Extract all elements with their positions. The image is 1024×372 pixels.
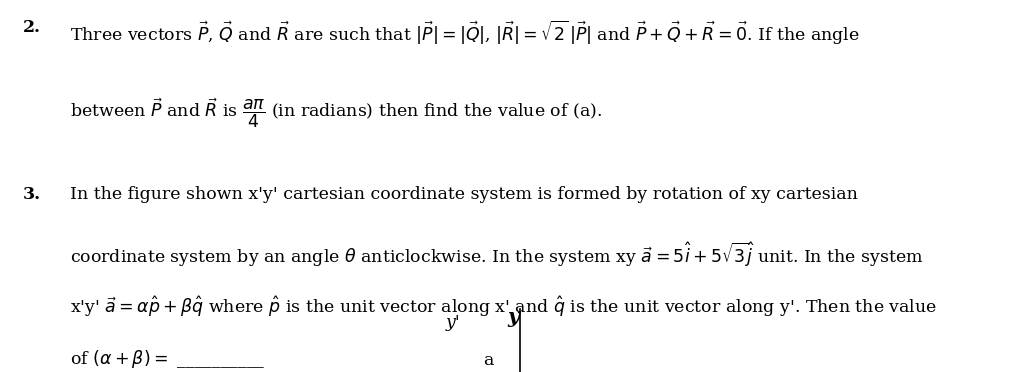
Text: y': y' [445, 314, 460, 331]
Text: 3.: 3. [23, 186, 41, 203]
Text: x'y' $\vec{a} = \alpha\hat{p} + \beta\hat{q}$ where $\hat{p}$ is the unit vector: x'y' $\vec{a} = \alpha\hat{p} + \beta\ha… [70, 294, 937, 318]
Text: Three vectors $\vec{P}$, $\vec{Q}$ and $\vec{R}$ are such that $|\vec{P}| = |\ve: Three vectors $\vec{P}$, $\vec{Q}$ and $… [70, 19, 859, 46]
Text: a: a [483, 352, 494, 369]
Text: 2.: 2. [23, 19, 41, 36]
Text: y: y [507, 307, 518, 327]
Text: between $\vec{P}$ and $\vec{R}$ is $\dfrac{a\pi}{4}$ (in radians) then find the : between $\vec{P}$ and $\vec{R}$ is $\dfr… [70, 97, 602, 130]
Text: coordinate system by an angle $\theta$ anticlockwise. In the system xy $\vec{a} : coordinate system by an angle $\theta$ a… [70, 240, 924, 269]
Text: of $(\alpha + \beta) =$ __________: of $(\alpha + \beta) =$ __________ [70, 348, 265, 370]
Text: In the figure shown x'y' cartesian coordinate system is formed by rotation of xy: In the figure shown x'y' cartesian coord… [70, 186, 857, 203]
